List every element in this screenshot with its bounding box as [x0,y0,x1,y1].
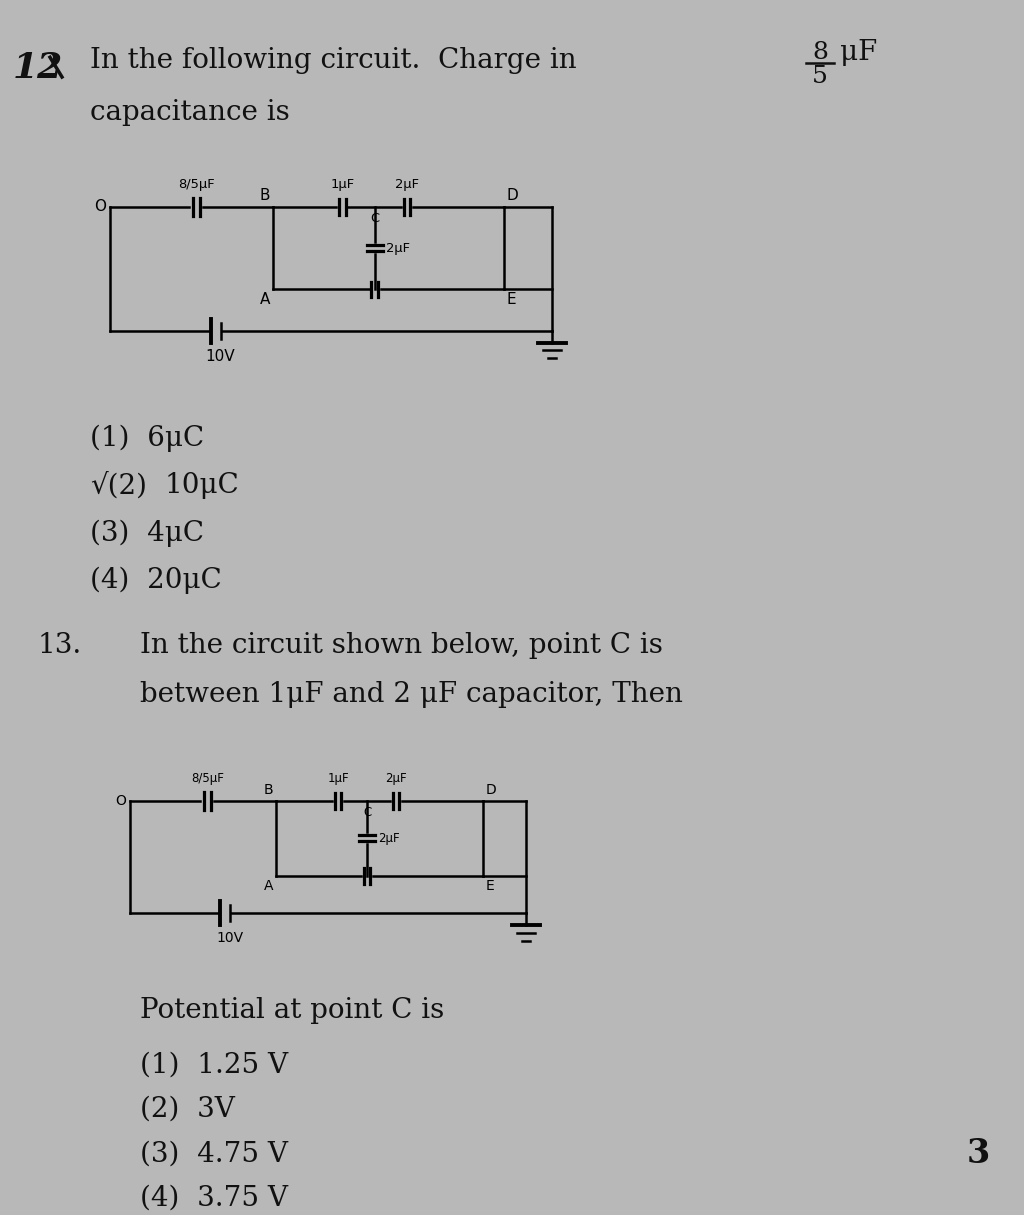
Text: √(2): √(2) [90,471,147,499]
Text: between 1μF and 2 μF capacitor, Then: between 1μF and 2 μF capacitor, Then [140,682,683,708]
Text: 12: 12 [13,51,63,85]
Text: E: E [485,878,495,893]
Text: O: O [94,199,106,214]
Text: (3)  4.75 V: (3) 4.75 V [140,1141,288,1168]
Text: 2μF: 2μF [395,179,419,191]
Text: 8/5μF: 8/5μF [190,772,224,785]
Text: 13.: 13. [38,632,82,659]
Text: 2μF: 2μF [378,832,399,844]
Text: (2)  3V: (2) 3V [140,1096,234,1123]
Text: C: C [362,806,371,819]
Text: In the following circuit.  Charge in: In the following circuit. Charge in [90,47,577,74]
Text: A: A [260,293,270,307]
Text: 1μF: 1μF [331,179,354,191]
Text: (1)  1.25 V: (1) 1.25 V [140,1051,288,1079]
Text: E: E [507,293,516,307]
Text: μF: μF [840,39,878,66]
Text: 8/5μF: 8/5μF [178,179,215,191]
Text: 10V: 10V [206,349,236,363]
Text: 3: 3 [967,1137,990,1170]
Text: C: C [370,211,379,225]
Text: (4)  3.75 V: (4) 3.75 V [140,1185,288,1211]
Text: 8: 8 [812,41,828,64]
Text: 2μF: 2μF [386,242,410,255]
Text: A: A [264,878,273,893]
Text: B: B [260,188,270,203]
Text: O: O [115,793,126,808]
Text: 10V: 10V [216,931,243,945]
Text: (4)  20μC: (4) 20μC [90,566,222,594]
Text: capacitance is: capacitance is [90,98,290,125]
Text: 5: 5 [812,66,828,89]
Text: Potential at point C is: Potential at point C is [140,998,444,1024]
Text: D: D [507,188,518,203]
Text: B: B [263,782,273,797]
Text: (3)  4μC: (3) 4μC [90,519,204,547]
Text: In the circuit shown below, point C is: In the circuit shown below, point C is [140,632,663,659]
Text: D: D [485,782,497,797]
Text: 2μF: 2μF [385,772,407,785]
Text: (1)  6μC: (1) 6μC [90,424,204,452]
Text: 10μC: 10μC [165,471,240,499]
Text: 1μF: 1μF [328,772,349,785]
